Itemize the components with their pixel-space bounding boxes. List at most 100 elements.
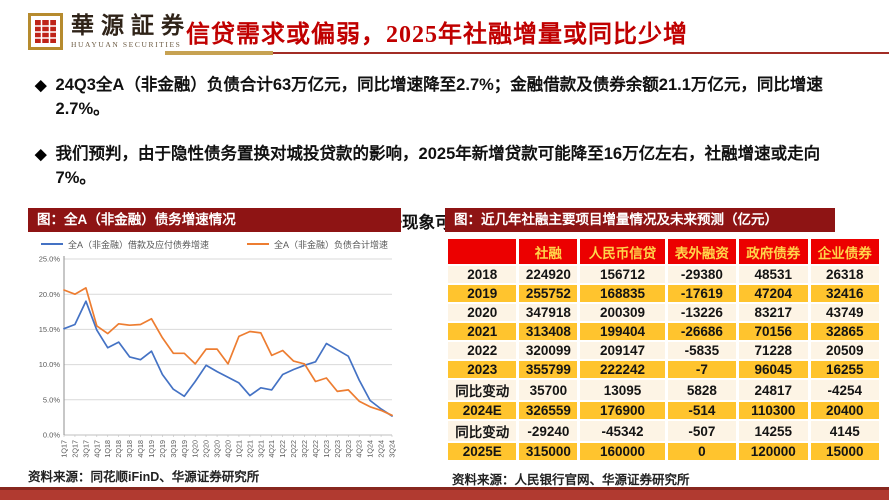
column-header: 人民币信贷 [580, 239, 665, 264]
bullet-text: 我们预判，由于隐性债务置换对城投贷款的影响，2025年新增贷款可能降至16万亿左… [55, 144, 821, 187]
row-label-cell: 2021 [448, 323, 517, 340]
svg-text:1Q19: 1Q19 [147, 440, 156, 458]
svg-text:0.0%: 0.0% [43, 431, 60, 440]
svg-text:2Q21: 2Q21 [245, 440, 254, 458]
table-header-row: 社融 人民币信贷 表外融资 政府债券 企业债券 [448, 239, 879, 264]
svg-text:20.0%: 20.0% [39, 290, 61, 299]
value-cell: -26686 [667, 323, 737, 340]
legend-item-total-liabilities: 全A（非金融）负债合计增速 [247, 238, 388, 251]
value-cell: -5835 [667, 342, 737, 359]
svg-text:2Q23: 2Q23 [333, 440, 342, 458]
brand-name-en: HUAYUAN SECURITIES [71, 40, 182, 50]
right-source-note: 资料来源：人民银行官网、华源证券研究所 [452, 473, 690, 487]
value-cell: 168835 [580, 285, 665, 302]
table-row: 2025E 315000 160000 0 120000 15000 [448, 443, 879, 460]
svg-text:2Q20: 2Q20 [202, 440, 211, 458]
svg-text:3Q22: 3Q22 [300, 440, 309, 458]
svg-text:1Q17: 1Q17 [60, 440, 69, 458]
sofr-table: 社融 人民币信贷 表外融资 政府债券 企业债券 2018 224920 156712 -293… [445, 237, 882, 462]
value-cell: 347918 [519, 304, 578, 321]
value-cell: 224920 [519, 266, 578, 283]
footer-red-bar [0, 487, 889, 500]
value-cell: 83217 [739, 304, 808, 321]
bullet-item: ◆ 24Q3全A（非金融）负债合计63万亿元，同比增速降至2.7%；金融借款及债… [35, 74, 857, 122]
huayuan-seal-icon [28, 13, 63, 50]
row-label-cell: 2020 [448, 304, 517, 321]
svg-text:2Q24: 2Q24 [377, 440, 386, 458]
bullet-item: ◆ 我们预判，由于隐性债务置换对城投贷款的影响，2025年新增贷款可能降至16万… [35, 143, 857, 191]
value-cell: 200309 [580, 304, 665, 321]
table-row: 同比变动 35700 13095 5828 24817 -4254 [448, 380, 879, 400]
svg-text:2Q22: 2Q22 [289, 440, 298, 458]
svg-text:1Q24: 1Q24 [366, 440, 375, 458]
svg-text:1Q20: 1Q20 [191, 440, 200, 458]
bullet-text: 24Q3全A（非金融）负债合计63万亿元，同比增速降至2.7%；金融借款及债券余… [55, 76, 823, 118]
svg-text:1Q22: 1Q22 [278, 440, 287, 458]
chart-legend: 全A（非金融）借款及应付债券增速 全A（非金融）负债合计增速 [28, 235, 401, 253]
table-row: 2019 255752 168835 -17619 47204 32416 [448, 285, 879, 302]
svg-text:4Q17: 4Q17 [92, 440, 101, 458]
table-row: 2024E 326559 176900 -514 110300 20400 [448, 402, 879, 419]
value-cell: 26318 [810, 266, 879, 283]
svg-text:1Q18: 1Q18 [103, 440, 112, 458]
table-row: 2018 224920 156712 -29380 48531 26318 [448, 266, 879, 283]
table-row: 同比变动 -29240 -45342 -507 14255 4145 [448, 421, 879, 441]
svg-text:2Q17: 2Q17 [70, 440, 79, 458]
header-divider [0, 51, 889, 56]
value-cell: 4145 [810, 421, 879, 441]
svg-text:1Q23: 1Q23 [322, 440, 331, 458]
column-header: 企业债券 [810, 239, 879, 264]
value-cell: 209147 [580, 342, 665, 359]
brand-name-cn: 華源証券 [71, 13, 191, 38]
brand-logo: 華源証券 HUAYUAN SECURITIES [28, 13, 191, 50]
value-cell: -29380 [667, 266, 737, 283]
value-cell: 176900 [580, 402, 665, 419]
svg-text:5.0%: 5.0% [43, 395, 60, 404]
table-row: 2020 347918 200309 -13226 83217 43749 [448, 304, 879, 321]
value-cell: 326559 [519, 402, 578, 419]
svg-text:4Q21: 4Q21 [267, 440, 276, 458]
svg-text:2Q18: 2Q18 [114, 440, 123, 458]
svg-text:25.0%: 25.0% [39, 255, 61, 264]
legend-label: 全A（非金融）借款及应付债券增速 [67, 239, 209, 250]
value-cell: 32416 [810, 285, 879, 302]
divider-gold-segment [165, 51, 273, 55]
value-cell: 199404 [580, 323, 665, 340]
value-cell: 32865 [810, 323, 879, 340]
value-cell: 156712 [580, 266, 665, 283]
brand-text: 華源証券 HUAYUAN SECURITIES [71, 13, 191, 49]
value-cell: 0 [667, 443, 737, 460]
diamond-bullet-icon: ◆ [35, 145, 47, 163]
svg-text:4Q19: 4Q19 [180, 440, 189, 458]
value-cell: 320099 [519, 342, 578, 359]
column-header: 政府债券 [739, 239, 808, 264]
table-panel-title: 图：近几年社融主要项目增量情况及未来预测（亿元） [445, 208, 835, 232]
value-cell: -4254 [810, 380, 879, 400]
value-cell: 14255 [739, 421, 808, 441]
value-cell: -507 [667, 421, 737, 441]
legend-line-orange-icon [247, 243, 269, 245]
divider-red-segment [273, 52, 889, 54]
diamond-bullet-icon: ◆ [35, 77, 47, 94]
legend-line-blue-icon [40, 243, 63, 245]
value-cell: 13095 [580, 380, 665, 400]
svg-text:4Q20: 4Q20 [224, 440, 233, 458]
social-financing-table-panel: 图：近几年社融主要项目增量情况及未来预测（亿元） 社融 人民币信贷 表外融资 政府债券… [445, 208, 882, 488]
value-cell: -7 [667, 361, 737, 378]
table-row: 2022 320099 209147 -5835 71228 20509 [448, 342, 879, 359]
value-cell: 222242 [580, 361, 665, 378]
row-label-cell: 2024E [448, 402, 517, 419]
svg-text:3Q17: 3Q17 [81, 440, 90, 458]
value-cell: 315000 [519, 443, 578, 460]
svg-text:15.0%: 15.0% [39, 325, 61, 334]
svg-text:4Q18: 4Q18 [136, 440, 145, 458]
value-cell: 110300 [739, 402, 808, 419]
value-cell: 20400 [810, 402, 879, 419]
column-header: 表外融资 [667, 239, 737, 264]
value-cell: -45342 [580, 421, 665, 441]
value-cell: -13226 [667, 304, 737, 321]
svg-text:10.0%: 10.0% [39, 360, 61, 369]
svg-text:3Q18: 3Q18 [125, 440, 134, 458]
table-row: 2023 355799 222242 -7 96045 16255 [448, 361, 879, 378]
value-cell: 16255 [810, 361, 879, 378]
